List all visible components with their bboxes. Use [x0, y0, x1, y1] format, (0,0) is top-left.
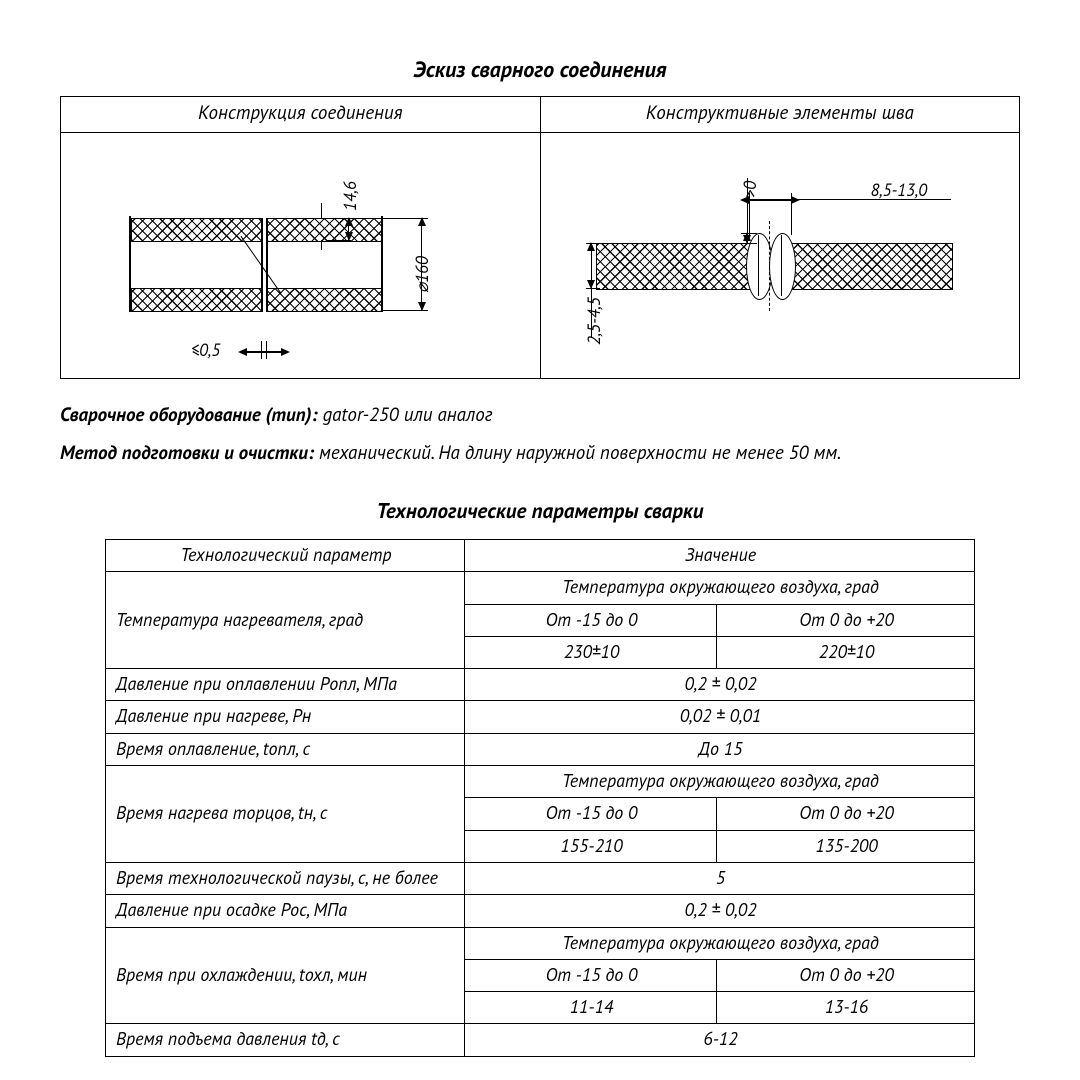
sketch-left: ≤0,5 14,6 ⌀160 [61, 133, 540, 378]
r9-v: 6-12 [465, 1024, 975, 1056]
r2-v: 0,2 ± 0,02 [465, 669, 975, 701]
r8-range-cold: От -15 до 0 [465, 959, 717, 991]
prep-value: механический. На длину наружной поверхно… [319, 441, 841, 465]
equipment-line: Сварочное оборудование (тип): gator-250 … [60, 403, 1020, 429]
r8-v-warm: 13-16 [716, 992, 974, 1024]
r3-v: 0,02 ± 0,01 [465, 701, 975, 733]
r8-ambient: Температура окружающего воздуха, град [465, 927, 975, 959]
r5-v-warm: 135-200 [716, 830, 974, 862]
sketch-header-left: Конструкция соединения [61, 96, 541, 133]
r3-name: Давление при нагреве, Рн [106, 701, 465, 733]
equipment-value: gator-250 или аналог [323, 403, 493, 427]
r1-v-warm: 220±10 [716, 636, 974, 668]
r2-name: Давление при оплавлении Ропл, МПа [106, 669, 465, 701]
params-table: Технологический параметр Значение Темпер… [105, 539, 975, 1057]
r5-v-cold: 155-210 [465, 830, 717, 862]
dim-thickness: 14,6 [339, 181, 362, 211]
col-value: Значение [465, 539, 975, 571]
r5-ambient: Температура окружающего воздуха, град [465, 766, 975, 798]
r5-range-warm: От 0 до +20 [716, 798, 974, 830]
r1-ambient: Температура окружающего воздуха, град [465, 572, 975, 604]
dim-diameter: ⌀160 [411, 257, 434, 294]
prep-line: Метод подготовки и очистки: механический… [60, 441, 1020, 467]
params-title: Технологические параметры сварки [60, 497, 1020, 525]
r6-name: Время технологической паузы, с, не более [106, 862, 465, 894]
r5-range-cold: От -15 до 0 [465, 798, 717, 830]
sketch-header-right: Конструктивные элементы шва [540, 96, 1020, 133]
r9-name: Время подъема давления tд, с [106, 1024, 465, 1056]
prep-label: Метод подготовки и очистки: [60, 441, 314, 465]
r1-range-cold: От -15 до 0 [465, 604, 717, 636]
r1-range-warm: От 0 до +20 [716, 604, 974, 636]
sketch-title: Эскиз сварного соединения [60, 56, 1020, 86]
r1-name: Температура нагревателя, град [106, 572, 465, 669]
r1-v-cold: 230±10 [465, 636, 717, 668]
dim-bead-w: 8,5-13,0 [871, 179, 928, 202]
sketch-table: Конструкция соединения Конструктивные эл… [60, 96, 1020, 380]
dim-gap: ≤0,5 [191, 339, 220, 362]
r8-v-cold: 11-14 [465, 992, 717, 1024]
dim-bead-inner: 2,5-4,5 [583, 298, 606, 346]
r8-range-warm: От 0 до +20 [716, 959, 974, 991]
col-param: Технологический параметр [106, 539, 465, 571]
r7-name: Давление при осадке Рос, МПа [106, 895, 465, 927]
r6-v: 5 [465, 862, 975, 894]
r4-v: До 15 [465, 733, 975, 765]
equipment-label: Сварочное оборудование (тип): [60, 403, 317, 427]
r8-name: Время при охлаждении, tохл, мин [106, 927, 465, 1024]
sketch-right: >0 8,5-13,0 2,5-4,5 [541, 133, 1020, 378]
r4-name: Время оплавление, tопл, с [106, 733, 465, 765]
r5-name: Время нагрева торцов, tн, с [106, 766, 465, 863]
r7-v: 0,2 ± 0,02 [465, 895, 975, 927]
